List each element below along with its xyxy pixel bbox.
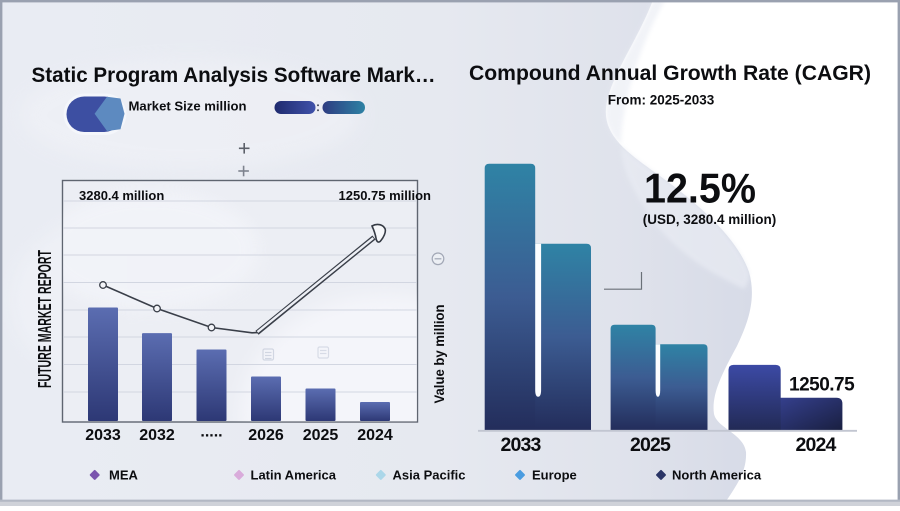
svg-text:Compound Annual Growth Rate (C: Compound Annual Growth Rate (CAGR) xyxy=(469,62,871,85)
svg-text:2033: 2033 xyxy=(501,434,542,456)
svg-text:2032: 2032 xyxy=(139,427,175,444)
svg-text:Latin America: Latin America xyxy=(251,468,337,483)
svg-text:Static Program Analysis Softwa: Static Program Analysis Software Mark… xyxy=(32,64,436,87)
svg-text:Market Size million: Market Size million xyxy=(129,99,247,114)
svg-text:North America: North America xyxy=(672,468,762,483)
svg-text:MEA: MEA xyxy=(109,468,139,483)
svg-text:3280.4 million: 3280.4 million xyxy=(79,188,164,203)
svg-text:From: 2025-2033: From: 2025-2033 xyxy=(608,93,715,108)
svg-text:FUTURE MARKET REPORT: FUTURE MARKET REPORT xyxy=(35,250,55,388)
svg-text:12.5%: 12.5% xyxy=(644,165,756,212)
svg-text:Europe: Europe xyxy=(532,468,577,483)
svg-text:2025: 2025 xyxy=(630,434,671,456)
svg-text:2025: 2025 xyxy=(303,427,339,444)
svg-text:2024: 2024 xyxy=(796,434,837,456)
svg-text:2026: 2026 xyxy=(248,427,284,444)
svg-text:(USD, 3280.4 million): (USD, 3280.4 million) xyxy=(643,212,777,227)
svg-text:2033: 2033 xyxy=(85,427,121,444)
svg-text:Value by million: Value by million xyxy=(431,305,447,404)
svg-text:.....: ..... xyxy=(200,424,222,441)
svg-text:1250.75: 1250.75 xyxy=(789,374,855,395)
svg-text:2024: 2024 xyxy=(357,427,393,444)
svg-text:Asia Pacific: Asia Pacific xyxy=(393,468,466,483)
svg-text:1250.75 million: 1250.75 million xyxy=(339,188,432,203)
